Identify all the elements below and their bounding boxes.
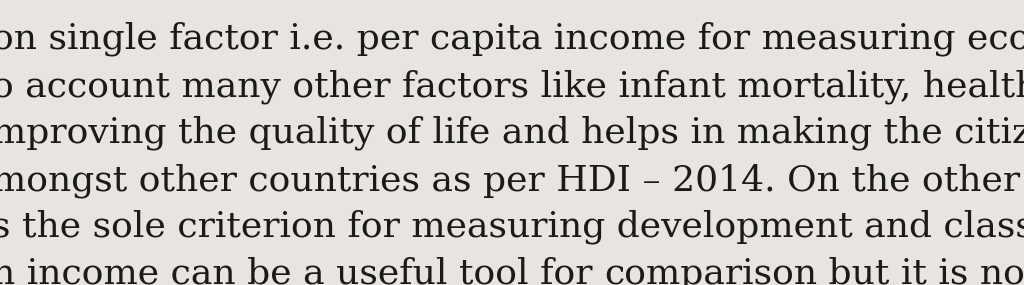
Text: s the sole criterion for measuring development and classifying the co: s the sole criterion for measuring devel… <box>0 210 1024 245</box>
Text: n income can be a useful tool for: n income can be a useful tool for <box>0 257 604 285</box>
Text: but it is not accurate e: but it is not accurate e <box>817 257 1024 285</box>
Text: mproving the quality of life and helps in making the citizens more pr: mproving the quality of life and helps i… <box>0 116 1024 150</box>
Text: on single factor i.e. per capita income for measuring economic dev: on single factor i.e. per capita income … <box>0 22 1024 56</box>
Text: comparison: comparison <box>604 257 817 285</box>
Text: mongst other countries as per HDI – 2014. On the other hand, the W: mongst other countries as per HDI – 2014… <box>0 163 1024 198</box>
Text: o account many other factors like infant mortality, healthcare facility e: o account many other factors like infant… <box>0 69 1024 103</box>
